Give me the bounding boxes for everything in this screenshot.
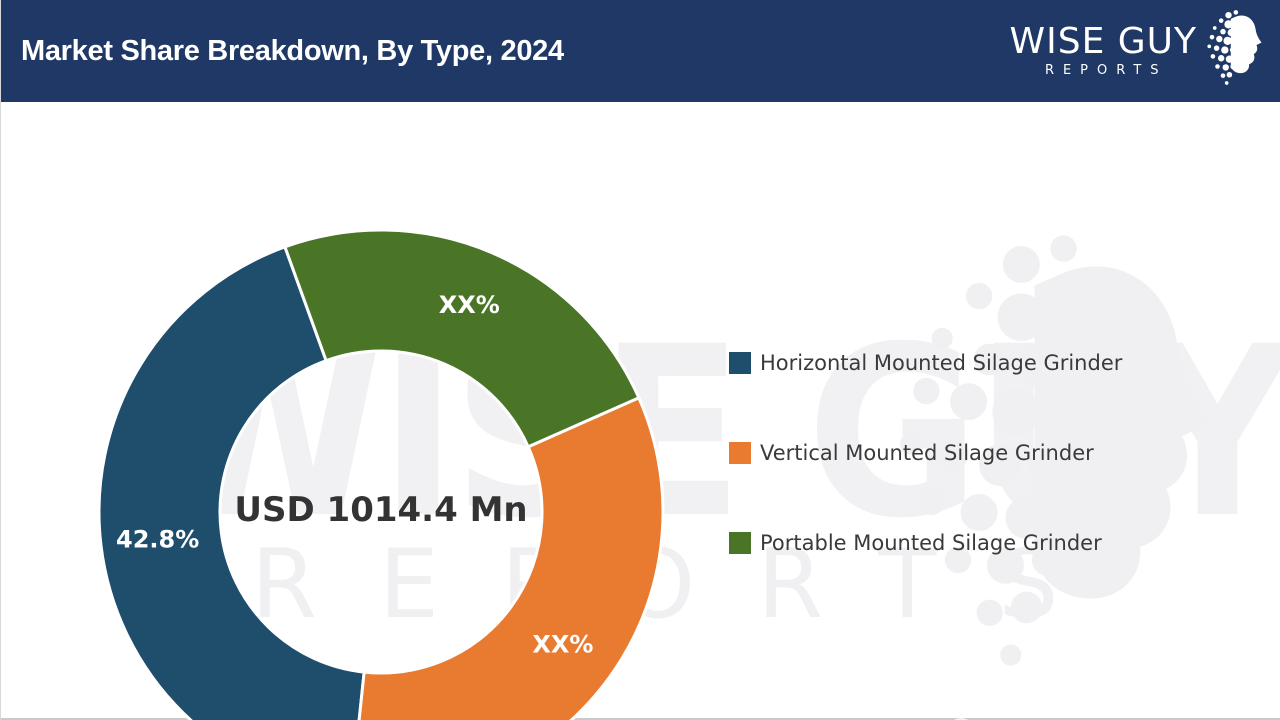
legend: Horizontal Mounted Silage Grinder Vertic…: [729, 351, 1123, 622]
watermark-dots: [953, 718, 969, 720]
chart-center-value: USD 1014.4 Mn: [234, 490, 528, 530]
header: Market Share Breakdown, By Type, 2024 WI…: [1, 0, 1280, 102]
brand-logo: WISE GUY REPORTS: [1010, 6, 1268, 94]
legend-swatch-vertical: [729, 442, 751, 464]
brand-face-icon: [1207, 10, 1262, 85]
brand-name: WISE GUY: [1009, 21, 1197, 63]
legend-swatch-horizontal: [729, 352, 751, 374]
legend-swatch-portable: [729, 532, 751, 554]
brand-subname: REPORTS: [1044, 62, 1168, 78]
legend-item-portable: Portable Mounted Silage Grinder: [729, 531, 1122, 555]
legend-item-vertical: Vertical Mounted Silage Grinder: [729, 441, 1122, 465]
legend-label-portable: Portable Mounted Silage Grinder: [760, 531, 1102, 555]
page-title: Market Share Breakdown, By Type, 2024: [21, 34, 564, 67]
legend-label-horizontal: Horizontal Mounted Silage Grinder: [760, 351, 1123, 375]
brand-logo-text: WISE GUY REPORTS: [1010, 22, 1198, 78]
legend-label-vertical: Vertical Mounted Silage Grinder: [760, 441, 1094, 465]
legend-item-horizontal: Horizontal Mounted Silage Grinder: [729, 351, 1123, 375]
watermark-face-icon: [899, 235, 1212, 666]
chart-canvas: WISE GUY REPORTS: [1, 102, 1280, 720]
